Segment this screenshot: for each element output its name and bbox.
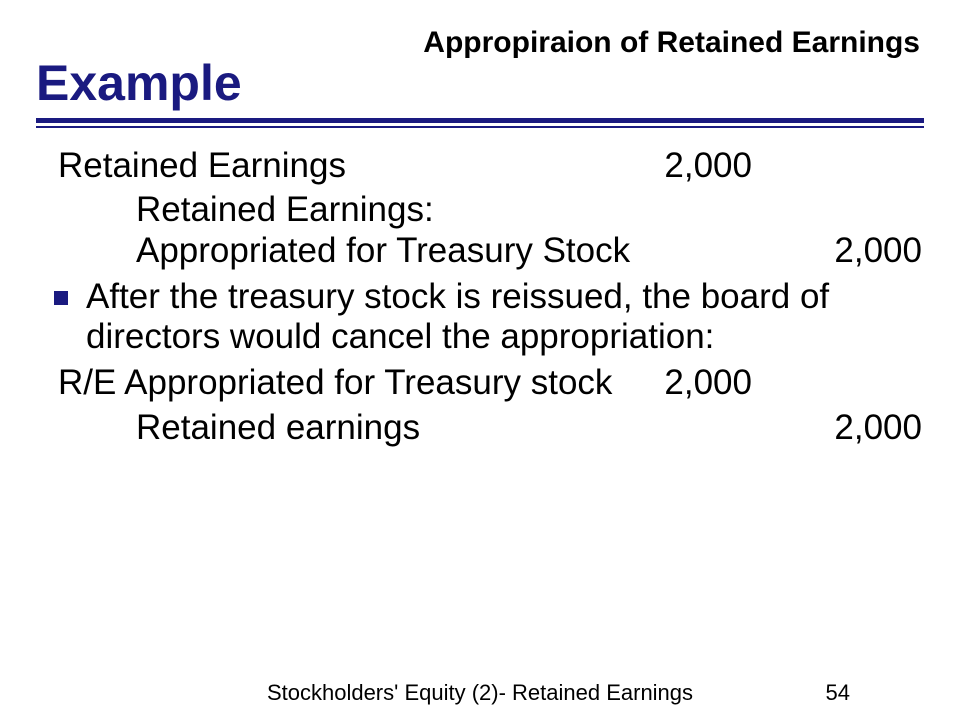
entry2-debit-label: R/E Appropriated for Treasury stock xyxy=(58,363,664,403)
bullet-text: After the treasury stock is reissued, th… xyxy=(86,277,922,358)
entry1-credit-label: Retained Earnings: Appropriated for Trea… xyxy=(136,190,794,271)
square-bullet-icon xyxy=(54,291,68,305)
entry1-debit-row: Retained Earnings 2,000 xyxy=(58,146,922,186)
divider xyxy=(36,118,924,128)
entry1-credit-row: Retained Earnings: Appropriated for Trea… xyxy=(58,190,922,271)
entry1-debit-amount: 2,000 xyxy=(664,146,922,186)
entry2-debit-row: R/E Appropriated for Treasury stock 2,00… xyxy=(58,363,922,403)
entry1-debit-label: Retained Earnings xyxy=(58,146,664,186)
entry1-credit-label-line2: Appropriated for Treasury Stock xyxy=(136,231,630,270)
entry2-credit-label: Retained earnings xyxy=(136,408,794,448)
entry1-credit-amount: 2,000 xyxy=(794,231,922,271)
entry2-credit-amount: 2,000 xyxy=(794,408,922,448)
entry2-debit-amount: 2,000 xyxy=(664,363,922,403)
slide-title: Example xyxy=(36,54,930,112)
slide: Appropiraion of Retained Earnings Exampl… xyxy=(0,0,960,720)
bullet-item: After the treasury stock is reissued, th… xyxy=(54,277,922,358)
page-number: 54 xyxy=(826,680,850,706)
footer: Stockholders' Equity (2)- Retained Earni… xyxy=(0,680,960,706)
entry2-credit-row: Retained earnings 2,000 xyxy=(58,408,922,448)
slide-content: Retained Earnings 2,000 Retained Earning… xyxy=(30,146,930,448)
footer-text: Stockholders' Equity (2)- Retained Earni… xyxy=(267,680,693,706)
entry1-credit-label-line1: Retained Earnings: xyxy=(136,190,434,229)
